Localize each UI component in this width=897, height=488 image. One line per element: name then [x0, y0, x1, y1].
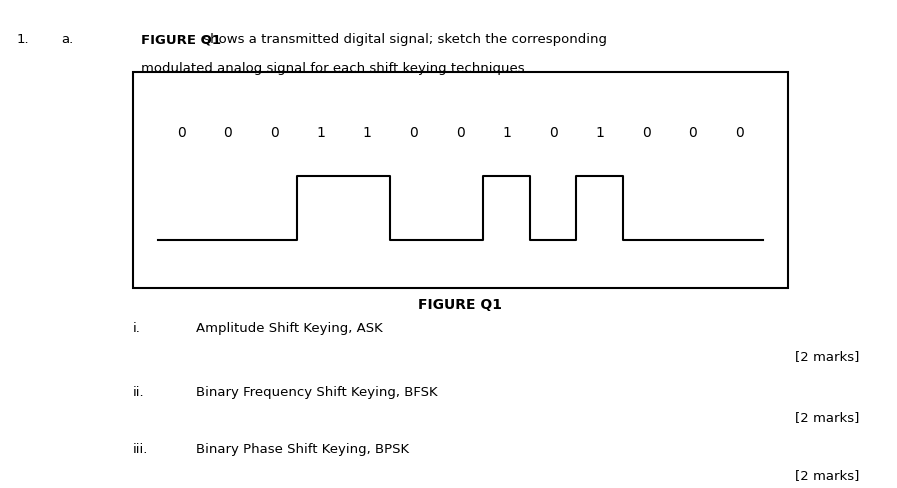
Text: [2 marks]: [2 marks]: [795, 469, 859, 483]
Text: 1: 1: [362, 125, 371, 140]
Text: 1: 1: [596, 125, 605, 140]
Text: a.: a.: [61, 33, 74, 46]
Text: modulated analog signal for each shift keying techniques.: modulated analog signal for each shift k…: [141, 62, 528, 76]
Text: i.: i.: [133, 322, 141, 335]
Text: 0: 0: [409, 125, 418, 140]
Text: Amplitude Shift Keying, ASK: Amplitude Shift Keying, ASK: [196, 322, 382, 335]
Text: shows a transmitted digital signal; sketch the corresponding: shows a transmitted digital signal; sket…: [199, 33, 607, 46]
Bar: [133, 72, 788, 288]
Text: [2 marks]: [2 marks]: [795, 411, 859, 425]
Text: 0: 0: [456, 125, 465, 140]
Text: 1.: 1.: [16, 33, 29, 46]
Text: 0: 0: [735, 125, 744, 140]
Text: 1: 1: [316, 125, 325, 140]
Text: FIGURE Q1: FIGURE Q1: [141, 33, 221, 46]
Text: 0: 0: [549, 125, 558, 140]
Text: FIGURE Q1: FIGURE Q1: [418, 298, 502, 312]
Text: 0: 0: [177, 125, 186, 140]
Text: 0: 0: [688, 125, 697, 140]
Text: [2 marks]: [2 marks]: [795, 350, 859, 364]
Text: 0: 0: [223, 125, 232, 140]
Text: iii.: iii.: [133, 443, 148, 456]
Text: Binary Phase Shift Keying, BPSK: Binary Phase Shift Keying, BPSK: [196, 443, 409, 456]
Text: 0: 0: [270, 125, 278, 140]
Text: ii.: ii.: [133, 386, 144, 399]
Text: 0: 0: [642, 125, 650, 140]
Text: Binary Frequency Shift Keying, BFSK: Binary Frequency Shift Keying, BFSK: [196, 386, 437, 399]
Text: 1: 1: [502, 125, 511, 140]
